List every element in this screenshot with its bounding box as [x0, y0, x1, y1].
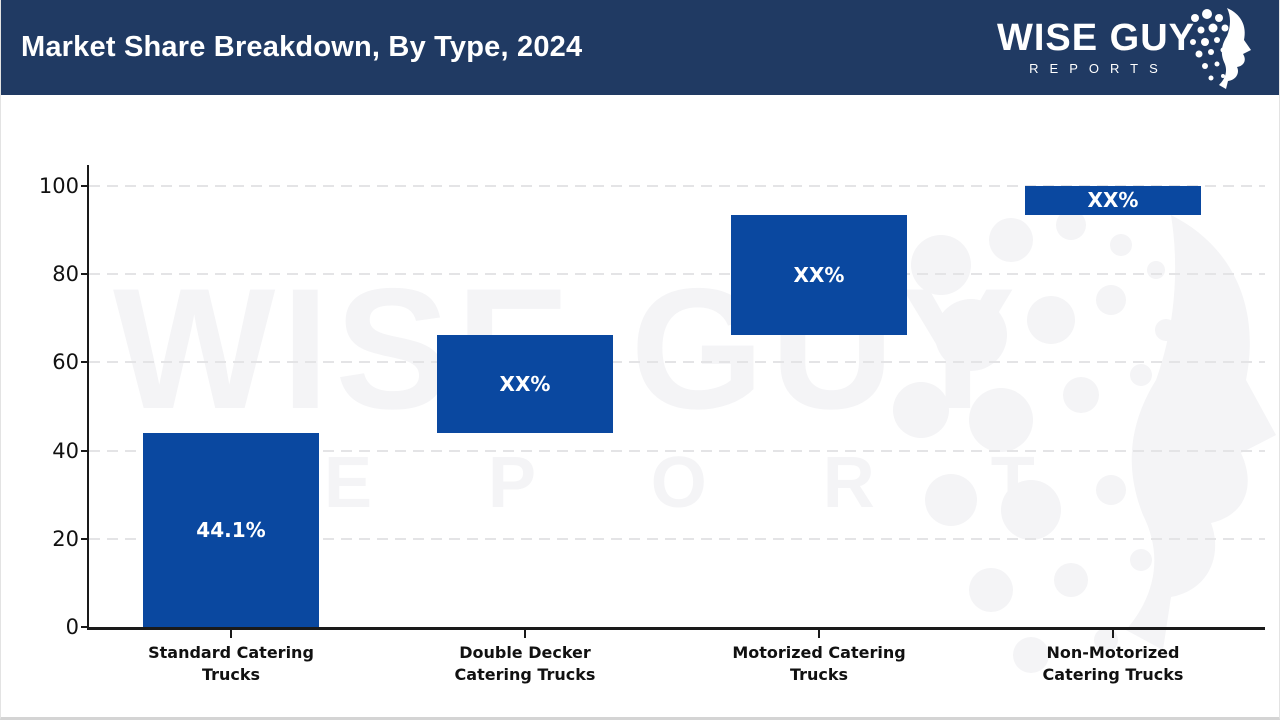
y-tick-label: 80 — [52, 262, 79, 287]
logo-wiseguy-text: WISE GUY — [996, 17, 1195, 59]
y-tick-label: 40 — [52, 438, 79, 463]
category-label: Standard Catering Trucks — [148, 643, 314, 684]
y-tick-mark — [81, 626, 88, 628]
bar-4: XX% — [1025, 186, 1201, 215]
bar-value-label: XX% — [499, 371, 551, 396]
y-tick-label: 60 — [52, 350, 79, 375]
y-tick-label: 20 — [52, 526, 79, 551]
y-tick-label: 100 — [38, 174, 79, 198]
y-tick-mark — [81, 537, 88, 540]
y-tick-mark — [81, 361, 88, 364]
y-axis-line — [87, 165, 89, 629]
bar-2: XX% — [437, 335, 613, 433]
x-tick-mark — [230, 629, 232, 638]
logo-face-icon — [1190, 7, 1251, 89]
watermark-face-icon — [893, 210, 1276, 673]
x-axis-line — [87, 627, 1265, 630]
gridline-100 — [89, 185, 1265, 187]
gridline-60 — [89, 361, 1265, 364]
header-bar: Market Share Breakdown, By Type, 2024 WI… — [1, 0, 1279, 95]
bar-1: 44.1% — [143, 432, 319, 627]
category-label: Double Decker Catering Trucks — [454, 643, 596, 684]
bar-value-label: XX% — [1087, 188, 1139, 213]
x-tick-mark — [1112, 629, 1114, 638]
gridline-20 — [89, 537, 1265, 540]
bar-value-label: 44.1% — [196, 517, 266, 542]
category-label: Non-Motorized Catering Trucks — [1042, 643, 1184, 684]
y-tick-mark — [81, 449, 88, 452]
bar-3: XX% — [731, 214, 907, 336]
x-tick-mark — [524, 629, 526, 638]
chart-area: WISE GUY R E P O R T S 0 20 40 60 80 100 44.1%… — [1, 95, 1279, 717]
y-tick-mark — [81, 185, 88, 187]
gridline-80 — [89, 273, 1265, 276]
logo-reports-text: REPORTS — [1029, 61, 1169, 76]
x-tick-mark — [818, 629, 820, 638]
category-label: Motorized Catering Trucks — [732, 643, 906, 684]
y-tick-mark — [81, 273, 88, 276]
plot: 0 20 40 60 80 100 44.1% Standard Catering Truck… — [1, 95, 1279, 717]
wiseguy-logo: WISE GUY REPORTS — [997, 6, 1253, 90]
gridline-40 — [89, 449, 1265, 452]
y-tick-label: 0 — [65, 615, 79, 639]
chart-title: Market Share Breakdown, By Type, 2024 — [21, 31, 583, 63]
bar-value-label: XX% — [793, 262, 845, 287]
logo-text: WISE GUY REPORTS — [997, 19, 1195, 76]
